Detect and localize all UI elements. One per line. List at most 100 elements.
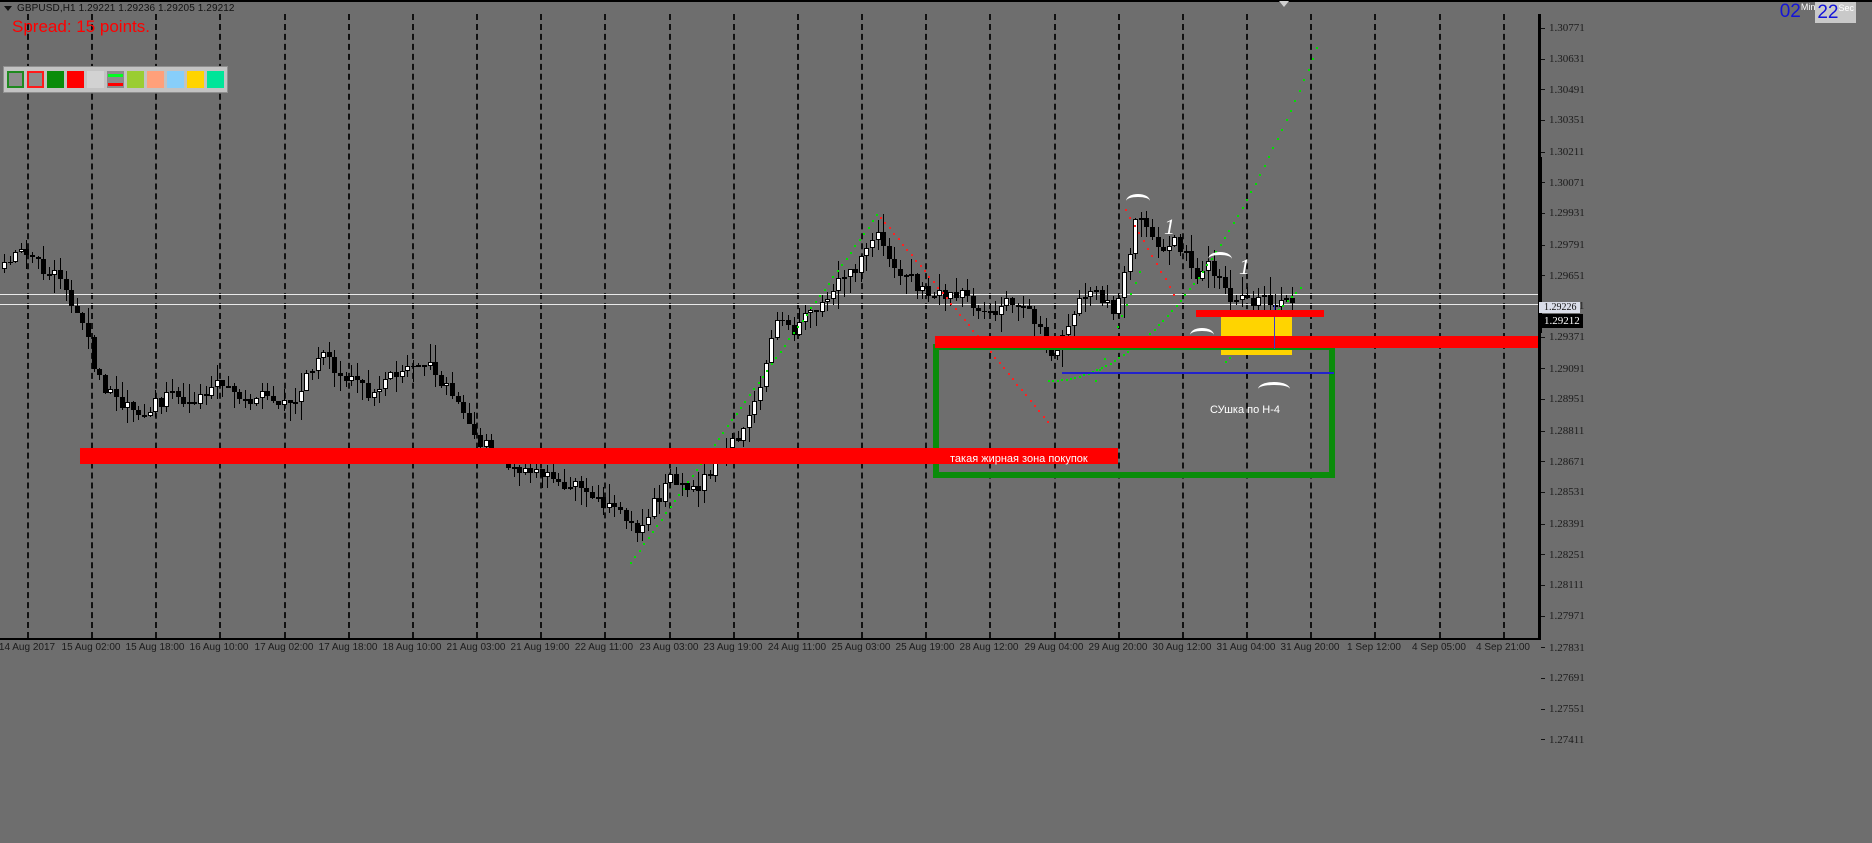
candle-body	[489, 440, 494, 451]
candle-body	[254, 398, 259, 405]
candle-body	[1223, 277, 1228, 288]
candle-wick	[228, 375, 229, 388]
sar-dot	[1229, 357, 1231, 359]
salmon-swatch[interactable]	[147, 71, 164, 88]
candle-body	[47, 274, 52, 276]
color-palette-toolbar[interactable]	[3, 66, 228, 93]
candle-body	[400, 370, 405, 378]
price-scale-bar[interactable]	[1538, 157, 1542, 333]
candle-body	[2, 261, 7, 269]
red-resistance-zone-mid[interactable]	[935, 336, 1540, 348]
sar-dot	[1070, 378, 1072, 380]
candle-body	[293, 402, 298, 405]
candle-wick	[351, 365, 352, 386]
candle-body	[321, 352, 326, 358]
candle-body	[159, 398, 164, 408]
sar-dot	[1198, 277, 1200, 279]
spring-green-swatch[interactable]	[207, 71, 224, 88]
sar-dot	[718, 438, 720, 440]
red-outline-swatch[interactable]	[27, 71, 44, 88]
candle-body	[260, 391, 265, 399]
candle-wick	[21, 242, 22, 254]
candle-body	[1088, 290, 1093, 298]
time-tick: 4 Sep 05:00	[1412, 642, 1466, 653]
price-tick: 1.29091	[1541, 363, 1872, 375]
sar-dot	[1003, 367, 1005, 369]
candle-body	[58, 269, 63, 280]
time-tick: 24 Aug 11:00	[767, 642, 827, 653]
sar-dot	[1126, 304, 1128, 306]
candle-body	[355, 375, 360, 380]
price-axis[interactable]: 1.30771 1.30631 1.30491 1.30351 1.30211 1.300…	[1538, 14, 1872, 746]
candle-body	[64, 279, 69, 290]
sar-dot	[832, 276, 834, 278]
candle-body	[310, 370, 315, 374]
candle-body	[965, 289, 970, 296]
candle-body	[668, 473, 673, 484]
green-outline-swatch[interactable]	[7, 71, 24, 88]
sar-dot	[1220, 244, 1222, 246]
candle-wick	[222, 379, 223, 397]
candle-wick	[133, 401, 134, 422]
candle-body	[540, 468, 545, 477]
candle-body	[993, 311, 998, 315]
chart-plot-area[interactable]: такая жирная зона покупок СУшка по H-4 1…	[0, 14, 1540, 638]
sar-dot	[1021, 389, 1023, 391]
candle-wick	[939, 274, 940, 305]
candle-body	[954, 292, 959, 298]
blue-horizontal-line[interactable]	[1062, 372, 1334, 374]
candle-body	[1228, 287, 1233, 302]
red-swatch[interactable]	[67, 71, 84, 88]
sar-dot	[1277, 138, 1279, 140]
sar-dot	[1272, 147, 1274, 149]
gold-swatch[interactable]	[187, 71, 204, 88]
candle-body	[876, 232, 881, 241]
light-gray-swatch[interactable]	[87, 71, 104, 88]
candle-body	[1184, 251, 1189, 254]
time-axis[interactable]: 14 Aug 2017 15 Aug 02:00 15 Aug 18:00 16 Au…	[0, 640, 1872, 670]
candle-body	[792, 324, 797, 335]
candle-body	[383, 379, 388, 389]
sar-dot	[1225, 361, 1227, 363]
dark-green-swatch[interactable]	[47, 71, 64, 88]
green-red-split-swatch[interactable]	[107, 71, 124, 88]
time-tick: 15 Aug 02:00	[61, 642, 121, 653]
sar-dot	[749, 394, 751, 396]
red-line-top[interactable]	[1196, 310, 1324, 317]
sar-dot	[1121, 315, 1123, 317]
sar-dot	[1104, 358, 1106, 360]
candle-body	[120, 396, 125, 408]
candle-body	[859, 256, 864, 273]
sar-dot	[700, 463, 702, 465]
sky-blue-swatch[interactable]	[167, 71, 184, 88]
price-tick: 1.27691	[1541, 672, 1872, 684]
price-tick: 1.28111	[1541, 579, 1872, 591]
candle-body	[226, 385, 231, 388]
sar-dot	[678, 494, 680, 496]
candle-body	[1245, 295, 1250, 298]
sar-dot	[937, 287, 939, 289]
blue-vertical-line[interactable]	[1274, 305, 1275, 349]
candle-wick	[430, 344, 431, 370]
sar-dot	[687, 481, 689, 483]
candle-body	[338, 373, 343, 376]
candle-wick	[340, 361, 341, 391]
yellow-green-swatch[interactable]	[127, 71, 144, 88]
candle-body	[545, 471, 550, 477]
candle-wick	[816, 310, 817, 327]
candle-wick	[866, 243, 867, 272]
candle-body	[713, 462, 718, 477]
white-arc-marker-1	[1126, 194, 1150, 201]
triangle-down-icon[interactable]	[4, 5, 12, 11]
red-support-zone-left[interactable]	[80, 448, 1118, 464]
candle-body	[422, 365, 427, 367]
time-tick: 22 Aug 11:00	[574, 642, 634, 653]
chevron-down-icon[interactable]	[1279, 1, 1289, 7]
sar-dot	[1123, 354, 1125, 356]
candle-body	[1256, 296, 1261, 306]
sar-dot	[1189, 288, 1191, 290]
candle-body	[114, 389, 119, 397]
candle-wick	[418, 363, 419, 368]
time-tick: 29 Aug 20:00	[1088, 642, 1148, 653]
candle-body	[36, 257, 41, 260]
